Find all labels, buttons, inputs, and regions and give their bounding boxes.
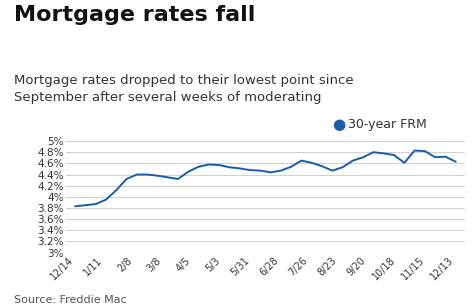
Text: Source: Freddie Mac: Source: Freddie Mac bbox=[14, 295, 127, 305]
Text: 30-year FRM: 30-year FRM bbox=[348, 118, 427, 131]
Text: Mortgage rates dropped to their lowest point since
September after several weeks: Mortgage rates dropped to their lowest p… bbox=[14, 74, 354, 104]
Text: ●: ● bbox=[332, 117, 345, 132]
Text: Mortgage rates fall: Mortgage rates fall bbox=[14, 5, 255, 25]
